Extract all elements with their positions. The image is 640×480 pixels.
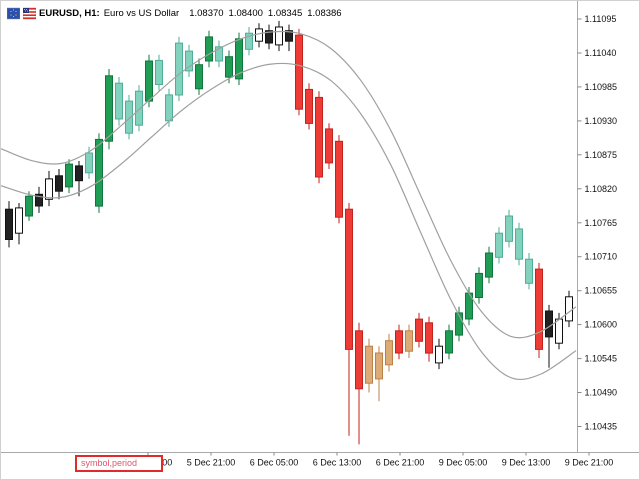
symbol-period-input[interactable]: symbol,period [75,455,163,472]
y-axis-label: 1.10435 [585,422,618,432]
x-axis-label: 9 Dec 05:00 [439,458,488,468]
candle [395,324,403,360]
y-axis-label: 1.11040 [585,48,617,58]
y-axis-label: 1.10655 [585,286,618,296]
candle [105,69,113,150]
y-axis-label: 1.10490 [585,388,618,398]
candle [315,91,323,184]
candle [95,133,103,213]
candle [325,123,333,169]
candle [195,58,203,95]
y-axis-label: 1.10545 [585,354,618,364]
candle [265,24,273,50]
candle [335,135,343,224]
symbol-timeframe: EURUSD, H1: [39,7,100,19]
candle [495,227,503,264]
candle [485,246,493,284]
band-upper [1,30,577,339]
band-lower [1,62,577,380]
candle [545,304,553,368]
candle [145,54,153,108]
candle [375,346,383,402]
candle [365,338,373,393]
x-axis-label: 6 Dec 13:00 [313,458,362,468]
candle [245,27,253,56]
quote-close: 1.08386 [307,7,342,19]
y-axis-label: 1.11095 [585,14,617,24]
candle [155,54,163,91]
y-axis-label: 1.10820 [585,184,618,194]
candle [35,186,43,213]
y-axis-label: 1.10985 [585,82,618,92]
candle [135,85,143,132]
y-axis-label: 1.10930 [585,116,618,126]
candle [225,50,233,84]
us-flag-icon [22,7,37,20]
quote-open: 1.08370 [189,7,224,19]
candle [295,28,303,116]
candle [445,324,453,360]
y-axis-label: 1.10710 [585,252,618,262]
candle [75,161,83,197]
symbol-description: Euro vs US Dollar [103,7,180,19]
quote-high: 1.08400 [228,7,263,19]
candle [455,306,463,342]
x-axis-label: 5 Dec 21:00 [187,458,236,468]
candle [275,20,283,52]
candle [175,36,183,102]
x-axis-label: 9 Dec 13:00 [502,458,551,468]
candle [435,338,443,370]
candle [565,290,573,328]
chart-header: EURUSD, H1: Euro vs US Dollar 1.08370 1.… [6,6,347,20]
candle [515,222,523,266]
candle [215,40,223,68]
candle [55,169,63,200]
candle [505,209,513,248]
candle [185,44,193,77]
quote-low: 1.08345 [267,7,303,19]
candle [425,316,433,362]
x-axis-label: 9 Dec 21:00 [565,458,614,468]
x-axis-label: 6 Dec 05:00 [250,458,299,468]
candle [305,83,313,130]
candle [255,23,263,48]
candle [15,203,23,245]
candle [125,94,133,140]
candle [205,30,213,68]
candle [385,333,393,372]
candle [535,262,543,358]
x-axis-label: 6 Dec 21:00 [376,458,425,468]
candle [25,191,33,221]
candle [405,324,413,358]
eu-flag-icon [6,7,21,20]
candle [45,170,53,207]
candle [65,159,73,194]
candle [345,203,353,436]
candle [235,32,243,86]
candle [5,201,13,248]
candle [525,253,533,290]
candle [285,24,293,52]
y-axis-label: 1.10875 [585,150,618,160]
y-axis-label: 1.10600 [585,320,618,330]
symbol-period-input-text: symbol,period [81,458,138,468]
candle [115,77,123,126]
candle [355,322,363,445]
candle [415,312,423,348]
candle [475,267,483,304]
y-axis-label: 1.10765 [585,218,618,228]
